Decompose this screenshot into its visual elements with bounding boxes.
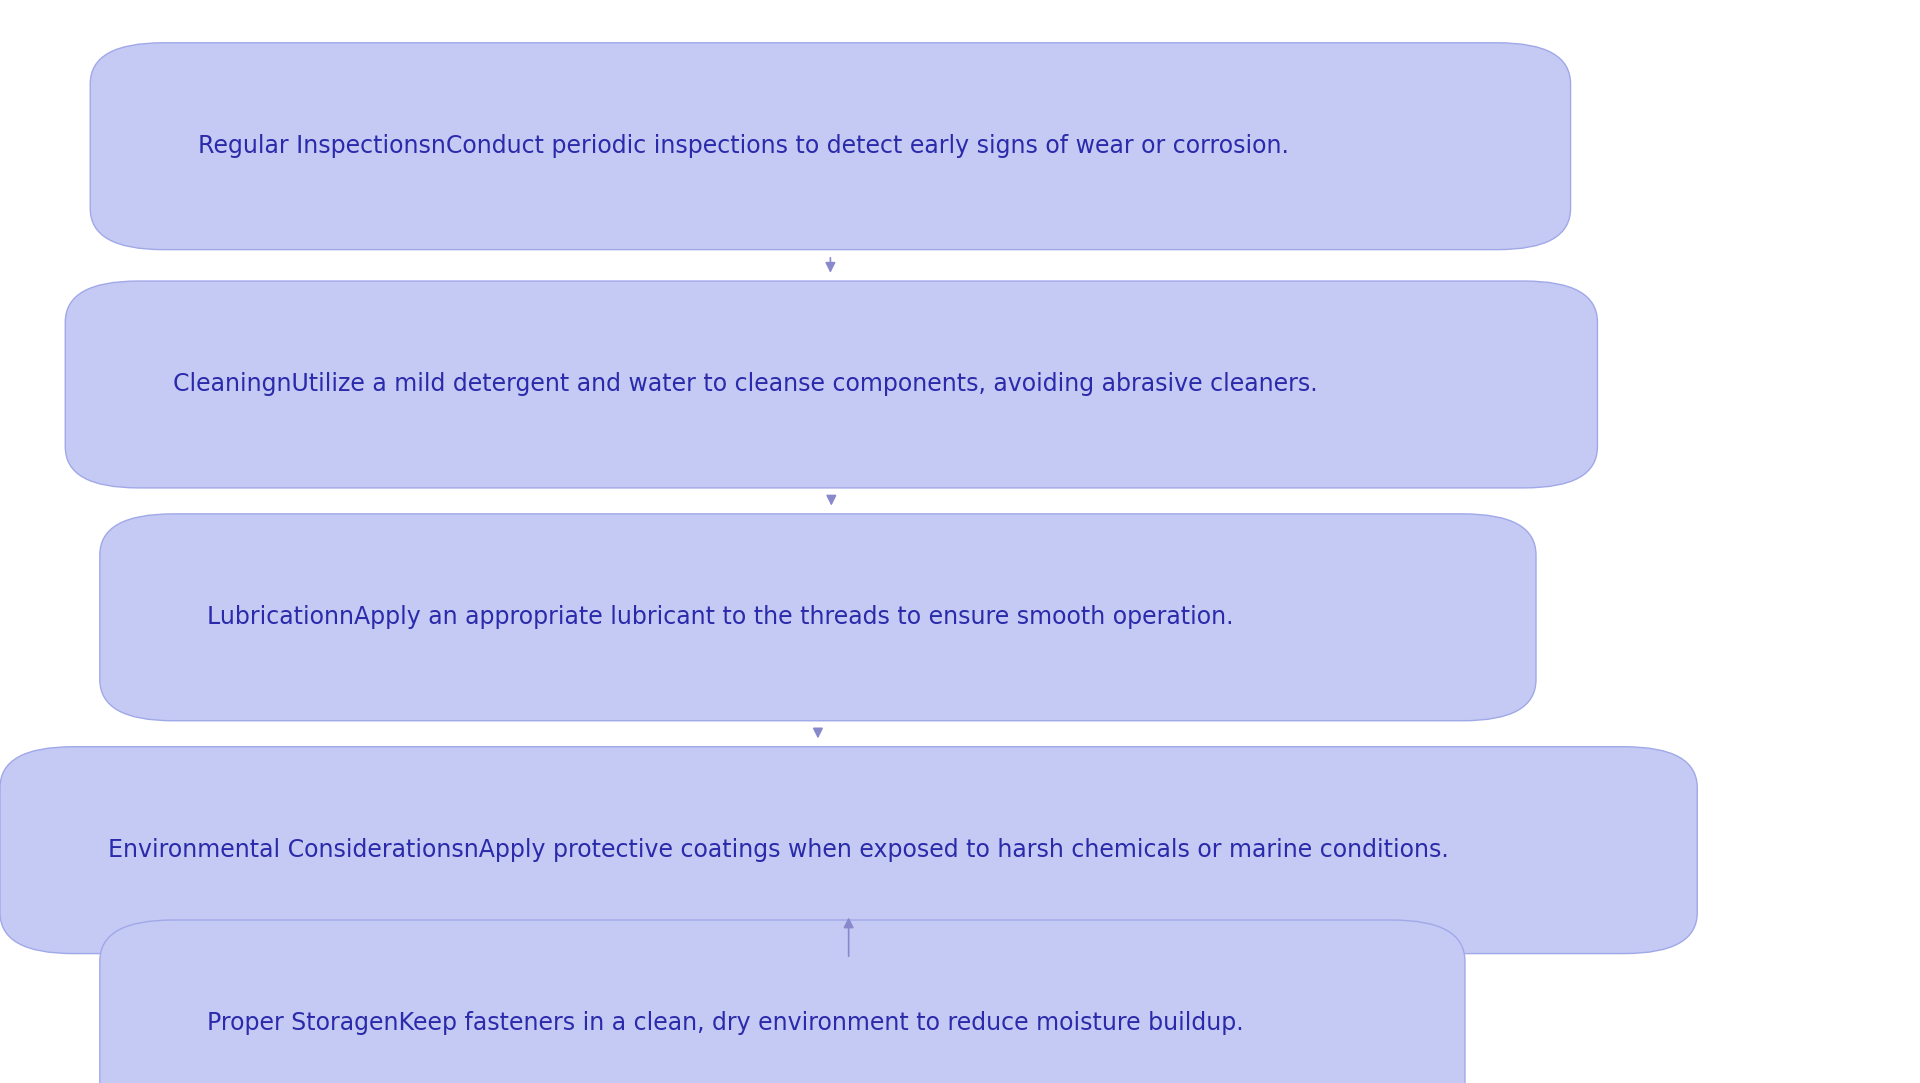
Text: Proper StoragenKeep fasteners in a clean, dry environment to reduce moisture bui: Proper StoragenKeep fasteners in a clean… [207, 1012, 1244, 1035]
FancyBboxPatch shape [100, 921, 1465, 1083]
Text: LubricationnApply an appropriate lubricant to the threads to ensure smooth opera: LubricationnApply an appropriate lubrica… [207, 605, 1235, 629]
Text: CleaningnUtilize a mild detergent and water to cleanse components, avoiding abra: CleaningnUtilize a mild detergent and wa… [173, 373, 1317, 396]
FancyBboxPatch shape [65, 282, 1597, 488]
FancyBboxPatch shape [0, 747, 1697, 954]
FancyBboxPatch shape [90, 43, 1571, 250]
FancyBboxPatch shape [100, 513, 1536, 721]
Text: Regular InspectionsnConduct periodic inspections to detect early signs of wear o: Regular InspectionsnConduct periodic ins… [198, 134, 1288, 158]
Text: Environmental ConsiderationsnApply protective coatings when exposed to harsh che: Environmental ConsiderationsnApply prote… [108, 838, 1448, 862]
